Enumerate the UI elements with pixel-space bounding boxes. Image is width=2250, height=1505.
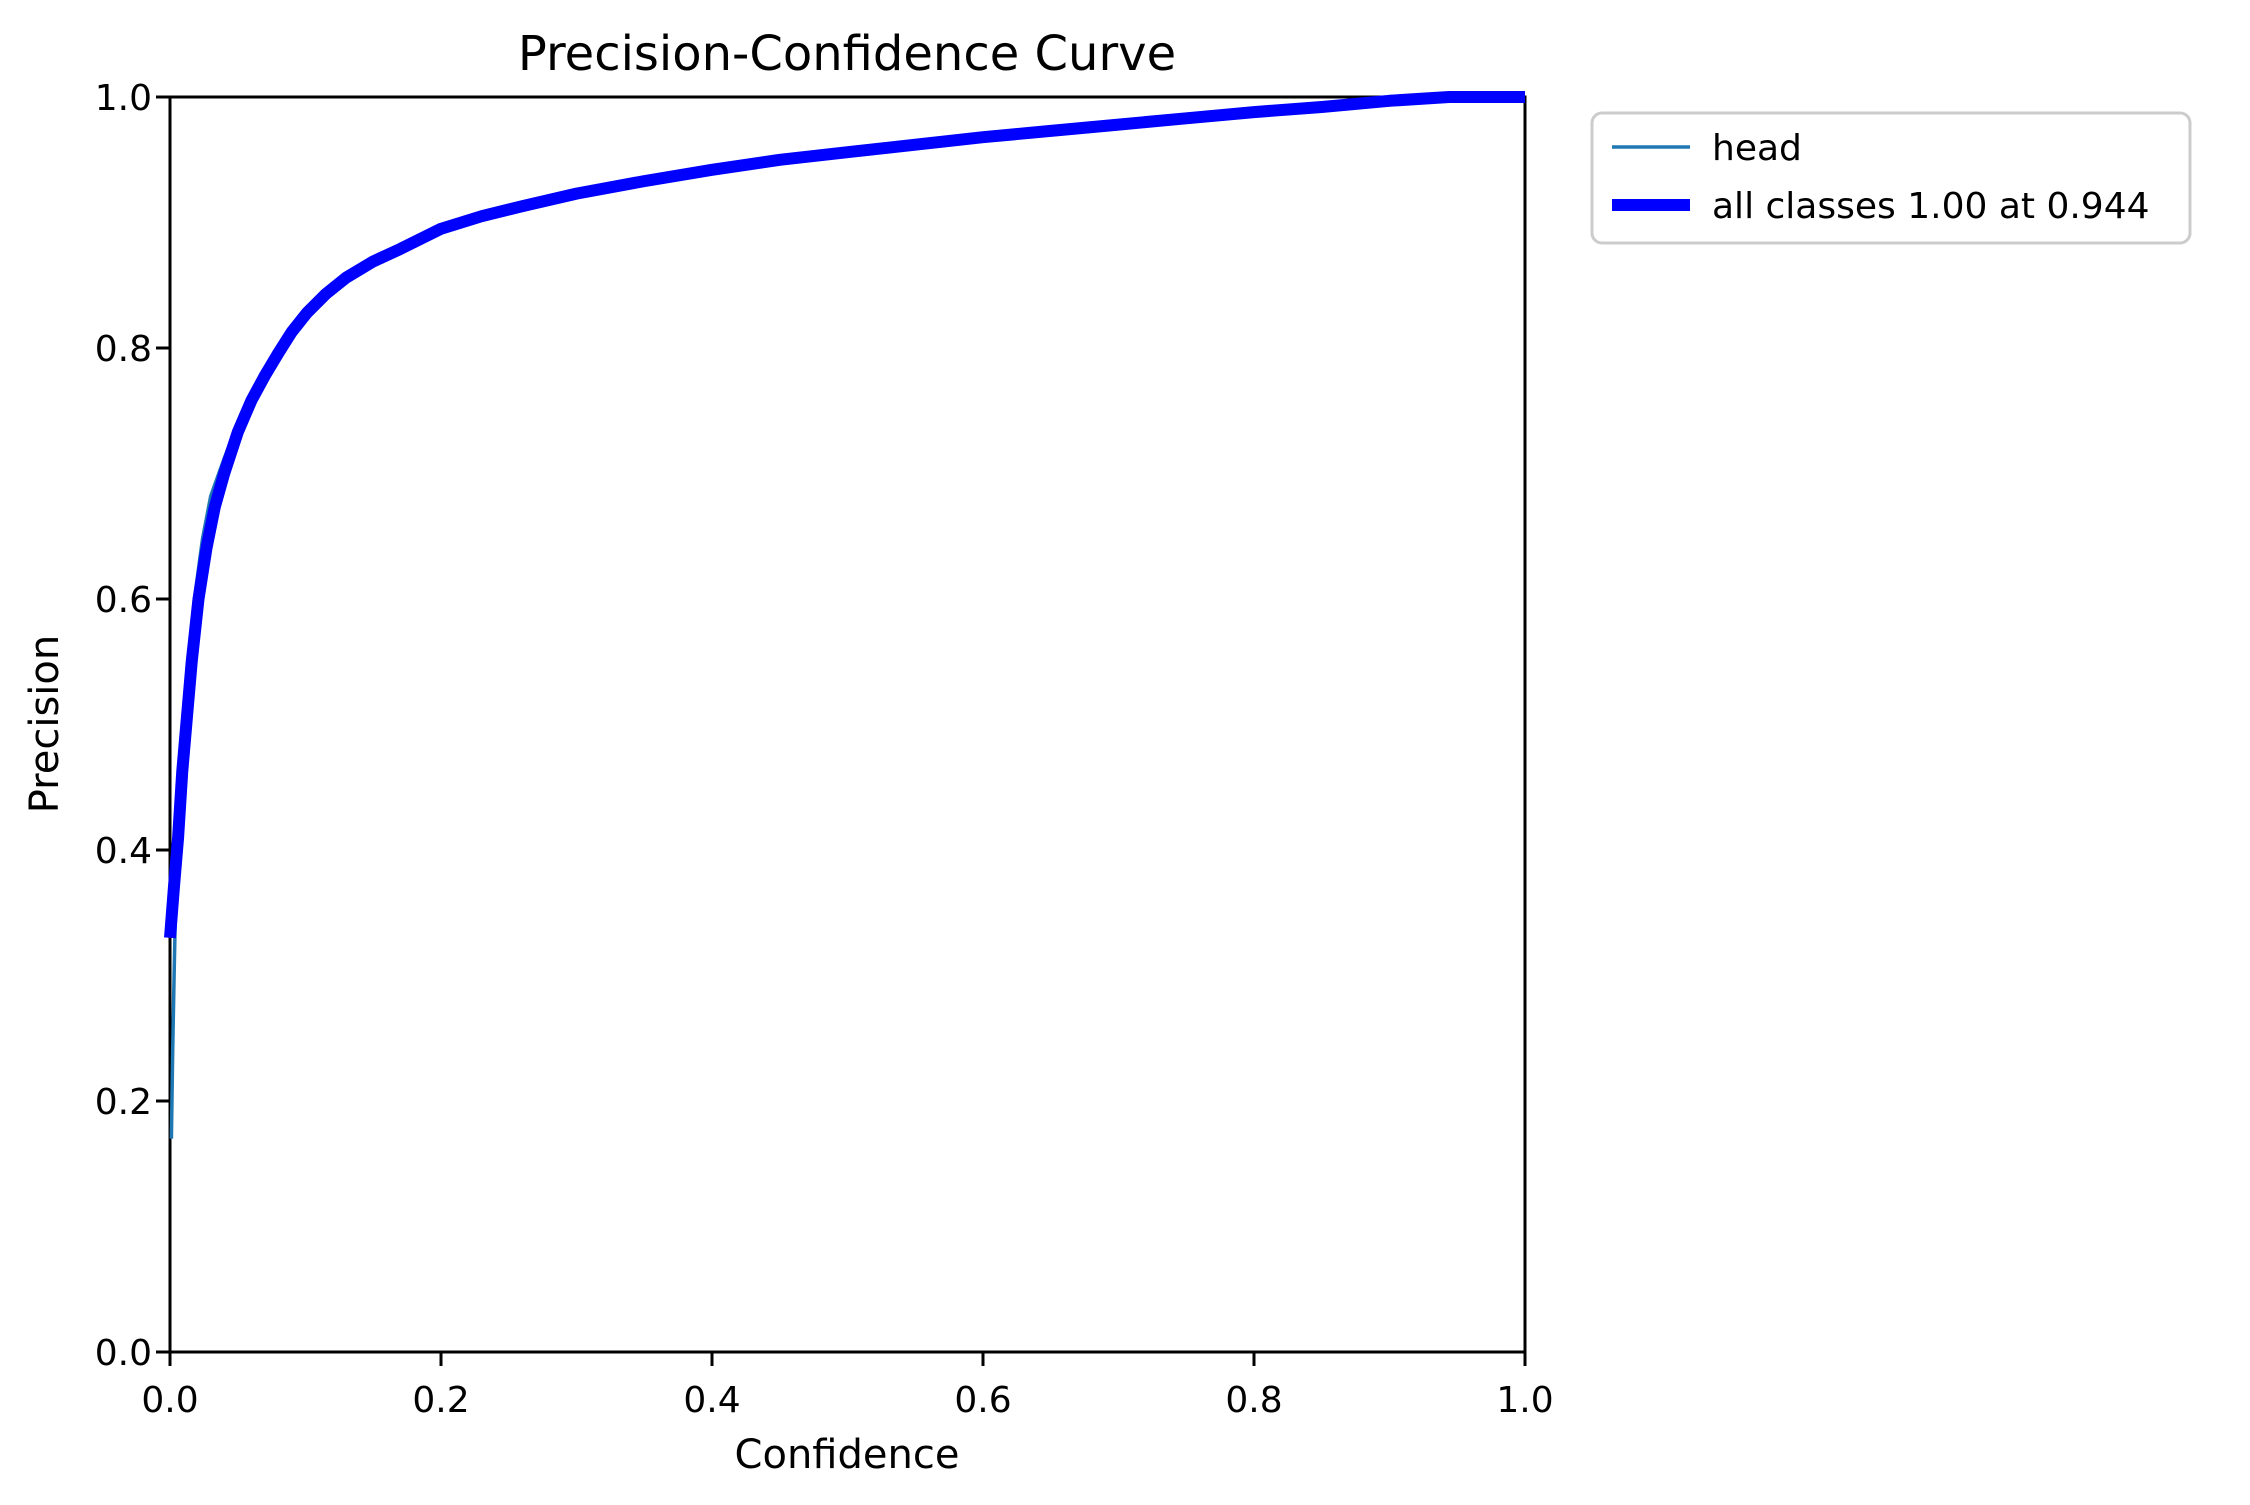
x-tick-label: 1.0 — [1496, 1380, 1553, 1421]
y-tick-label: 1.0 — [95, 78, 152, 119]
legend-entry-label: head — [1712, 128, 1802, 169]
x-axis-label: Confidence — [735, 1432, 960, 1478]
x-tick-label: 0.8 — [1225, 1380, 1282, 1421]
y-tick-label: 0.4 — [95, 831, 152, 872]
x-tick-label: 0.0 — [141, 1380, 198, 1421]
x-tick-label: 0.4 — [683, 1380, 740, 1421]
plot-area-spines — [168, 95, 1527, 1354]
curve-all — [164, 91, 1525, 939]
legend-entry-label: all classes 1.00 at 0.944 — [1712, 186, 2150, 227]
y-tick-label: 0.2 — [95, 1082, 152, 1123]
x-axis-ticks: 0.0 0.2 0.4 0.6 0.8 1.0 — [141, 1352, 1554, 1421]
y-tick-label: 0.8 — [95, 329, 152, 370]
y-axis-label: Precision — [22, 635, 68, 813]
y-axis-ticks: 0.0 0.2 0.4 0.6 0.8 1.0 — [95, 78, 170, 1374]
curves — [164, 91, 1525, 1139]
chart-title: Precision-Confidence Curve — [518, 26, 1176, 82]
y-tick-label: 0.6 — [95, 580, 152, 621]
y-tick-label: 0.0 — [95, 1333, 152, 1374]
legend-box — [1590, 111, 2192, 245]
legend: head all classes 1.00 at 0.944 — [1590, 111, 2192, 245]
x-tick-label: 0.2 — [412, 1380, 469, 1421]
curve-head — [169, 95, 1525, 1139]
x-tick-label: 0.6 — [954, 1380, 1011, 1421]
